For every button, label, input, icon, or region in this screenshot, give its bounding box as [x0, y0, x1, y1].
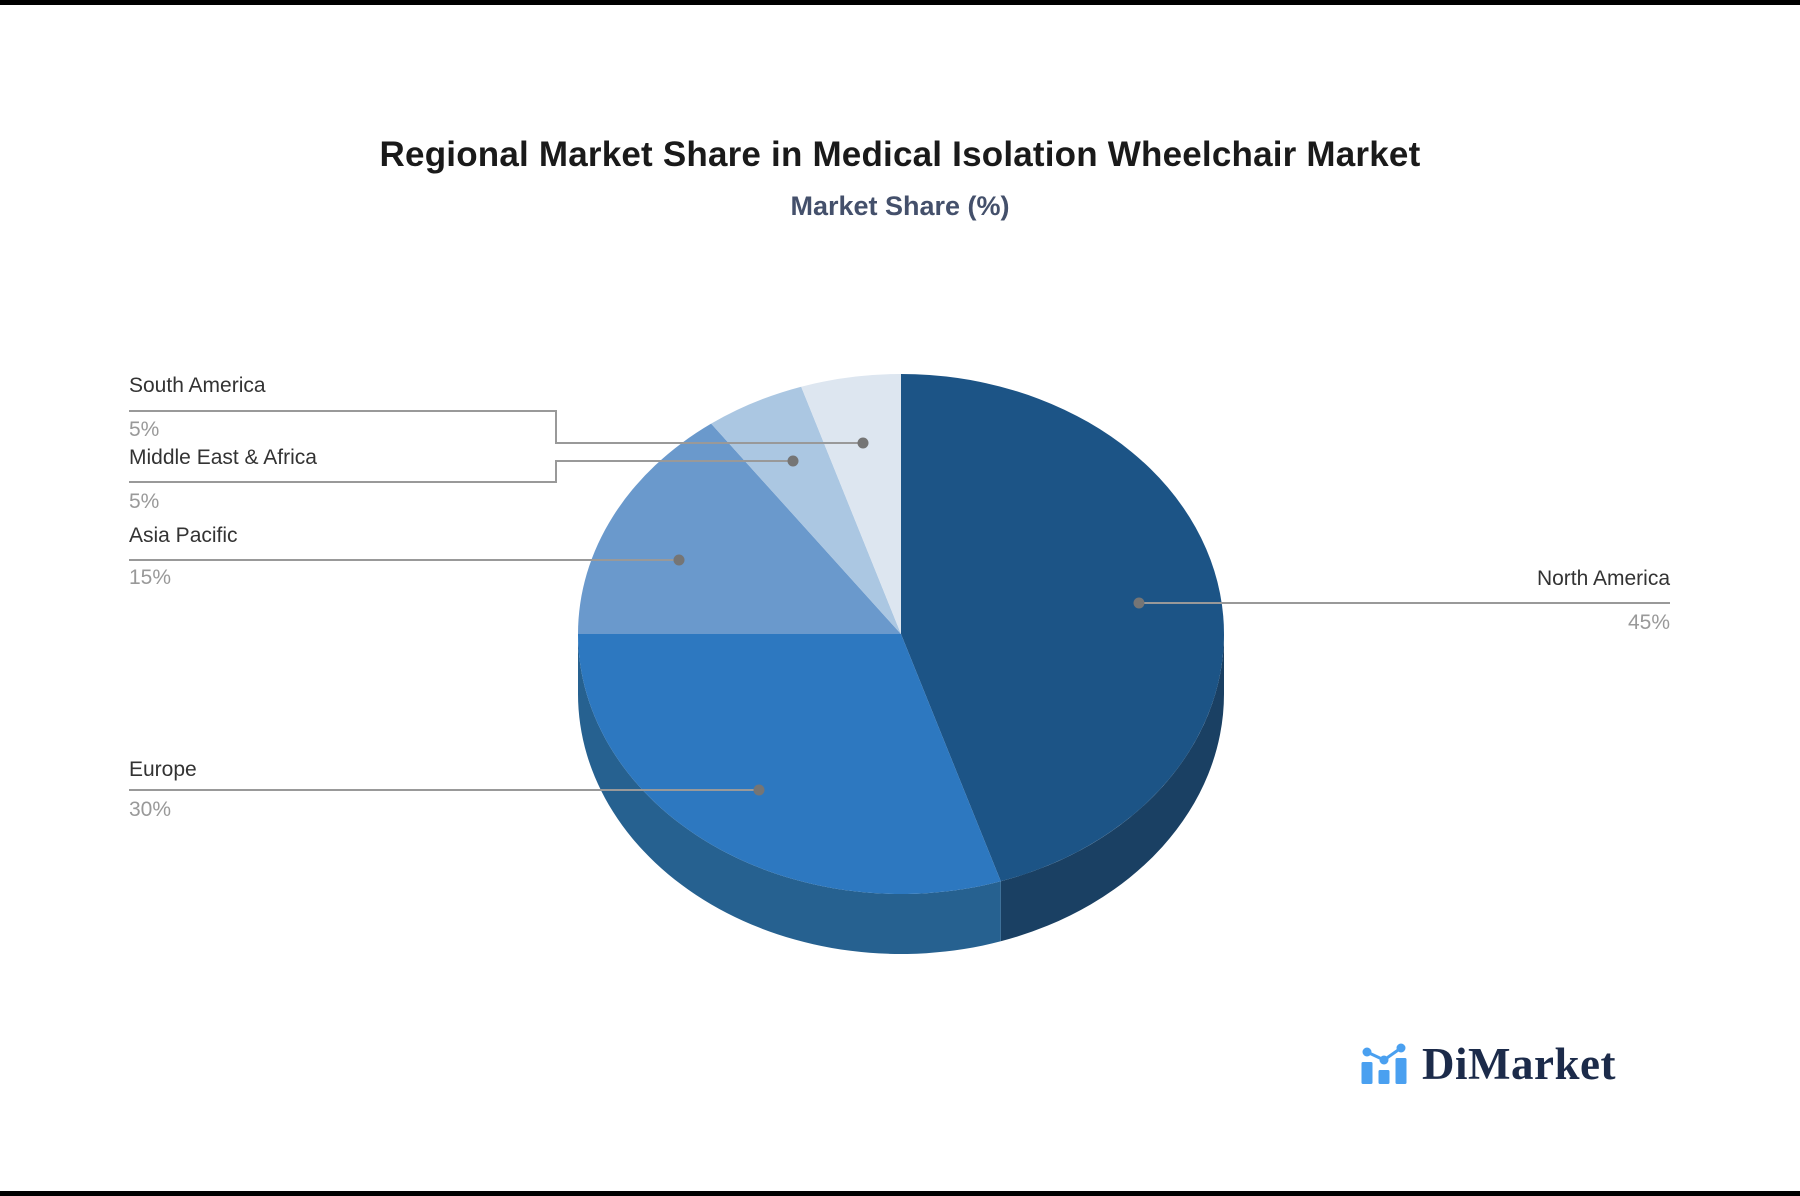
pie-side-europe [577, 634, 1001, 955]
pie-slice-europe [577, 634, 1001, 895]
value-middle-east-africa: 5% [129, 490, 160, 513]
pie-slice-north-america [901, 374, 1225, 882]
pie-slice-asia-pacific [578, 423, 901, 634]
screen-top-edge [0, 0, 1800, 5]
bar-chart-icon [1361, 1043, 1407, 1084]
callout-dot-europe [753, 784, 765, 796]
pie-side-north-america [1000, 634, 1224, 942]
value-north-america: 45% [1627, 611, 1670, 634]
label-south-america: South America [129, 374, 266, 397]
value-europe: 30% [129, 798, 172, 821]
pie-slice-middle-east-africa [711, 386, 901, 634]
chart-subtitle: Market Share (%) [790, 191, 1010, 221]
callout-dot-middle-east-africa [787, 455, 799, 467]
callout-dot-asia-pacific [673, 554, 685, 566]
label-north-america: North America [1536, 567, 1670, 590]
callout-dot-north-america [1133, 597, 1145, 609]
label-europe: Europe [129, 758, 197, 781]
screen-bottom-edge [0, 1191, 1800, 1196]
pie-slice-south-america [801, 374, 901, 634]
callout-line-south-america [129, 410, 863, 444]
dimarket-logo: DiMarket [1358, 1036, 1616, 1092]
chart-title: Regional Market Share in Medical Isolati… [379, 135, 1421, 174]
dimarket-logo-text: DiMarket [1422, 1038, 1616, 1089]
value-asia-pacific: 15% [129, 566, 172, 589]
callout-line-middle-east-africa [129, 460, 793, 483]
label-middle-east-africa: Middle East & Africa [129, 446, 317, 469]
callout-dot-south-america [857, 437, 869, 449]
label-asia-pacific: Asia Pacific [129, 524, 238, 547]
value-south-america: 5% [129, 418, 160, 441]
